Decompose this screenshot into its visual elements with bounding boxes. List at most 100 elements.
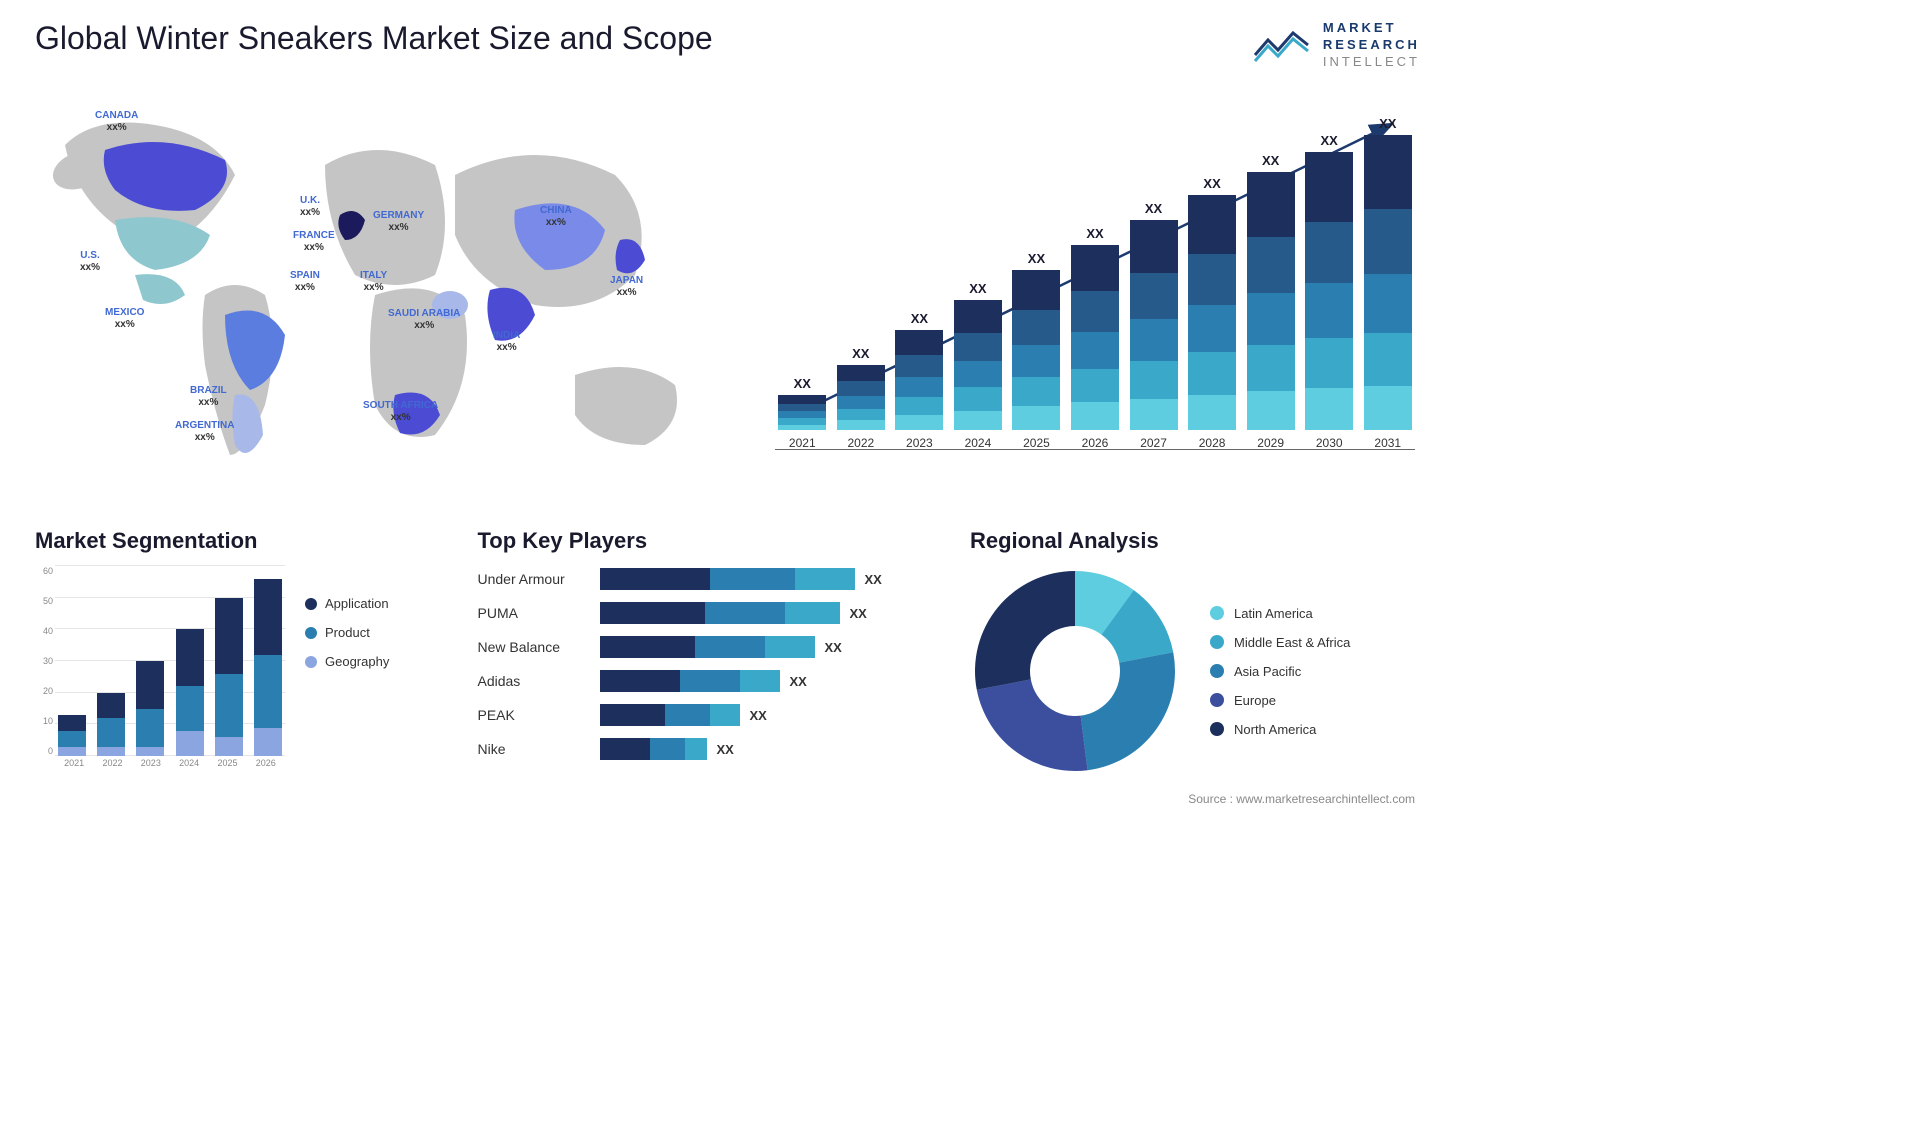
segmentation-y-tick: 60 <box>43 566 53 576</box>
growth-bar-segment <box>895 377 943 397</box>
segmentation-bar-segment <box>176 731 204 756</box>
segmentation-y-axis: 6050403020100 <box>35 566 53 756</box>
growth-bar-group: XX2023 <box>892 311 947 450</box>
player-bar-segment <box>600 738 650 760</box>
country-value: xx% <box>610 287 643 299</box>
country-value: xx% <box>300 207 320 219</box>
segmentation-bar-segment <box>215 598 243 674</box>
growth-year-label: 2031 <box>1374 436 1401 450</box>
country-value: xx% <box>363 412 438 424</box>
growth-bar-group: XX2031 <box>1360 116 1415 450</box>
segmentation-bar-segment <box>176 629 204 686</box>
growth-year-label: 2025 <box>1023 436 1050 450</box>
segmentation-title: Market Segmentation <box>35 528 425 554</box>
player-bar-segment <box>695 636 765 658</box>
growth-bar-segment <box>1012 270 1060 310</box>
country-name: SAUDI ARABIA <box>388 308 460 320</box>
players-title: Top Key Players <box>478 528 918 554</box>
country-value: xx% <box>190 397 227 409</box>
growth-bar-segment <box>1364 274 1412 333</box>
segmentation-x-labels: 202120222023202420252026 <box>55 758 285 776</box>
segmentation-bar <box>215 598 243 756</box>
world-map: CANADAxx%U.S.xx%MEXICOxx%BRAZILxx%ARGENT… <box>35 95 715 485</box>
country-value: xx% <box>290 282 320 294</box>
growth-bar-segment <box>1188 352 1236 394</box>
growth-bar-segment <box>1130 361 1178 399</box>
player-bar-segment <box>785 602 840 624</box>
growth-bar-segment <box>954 411 1002 431</box>
player-bar-segment <box>600 636 695 658</box>
growth-bar-segment <box>895 397 943 415</box>
segmentation-bar-segment <box>136 747 164 757</box>
growth-bar-segment <box>837 381 885 395</box>
legend-label: North America <box>1234 722 1316 737</box>
legend-label: Application <box>325 596 389 611</box>
growth-bar <box>837 365 885 430</box>
growth-bar-segment <box>1247 293 1295 345</box>
growth-bar-segment <box>1305 222 1353 283</box>
growth-bar-segment <box>1247 391 1295 430</box>
growth-bar-value: XX <box>794 376 811 391</box>
segmentation-bar-segment <box>58 731 86 747</box>
player-name: Adidas <box>478 673 588 689</box>
player-bar-segment <box>650 738 685 760</box>
segmentation-legend-item: Product <box>305 625 389 640</box>
legend-label: Europe <box>1234 693 1276 708</box>
logo-line1: MARKET <box>1323 20 1420 37</box>
player-bar-segment <box>710 704 740 726</box>
growth-bar <box>1071 245 1119 430</box>
growth-bar-segment <box>1305 388 1353 430</box>
growth-bar-segment <box>1071 369 1119 402</box>
country-value: xx% <box>95 122 138 134</box>
player-bar-segment <box>600 704 665 726</box>
logo-text: MARKET RESEARCH INTELLECT <box>1323 20 1420 71</box>
growth-bar-segment <box>1130 399 1178 431</box>
growth-bar <box>895 330 943 430</box>
country-name: SOUTH AFRICA <box>363 400 438 412</box>
player-bar-segment <box>600 670 680 692</box>
growth-bar-segment <box>1071 332 1119 369</box>
player-value: XX <box>717 742 734 757</box>
segmentation-bar-segment <box>97 747 125 757</box>
growth-bar <box>1305 152 1353 430</box>
segmentation-legend-item: Application <box>305 596 389 611</box>
segmentation-y-tick: 30 <box>43 656 53 666</box>
player-bar-wrap: XX <box>600 568 918 590</box>
growth-bar-segment <box>954 361 1002 387</box>
regional-legend-item: Middle East & Africa <box>1210 635 1350 650</box>
growth-bar-value: XX <box>852 346 869 361</box>
legend-label: Latin America <box>1234 606 1313 621</box>
country-name: FRANCE <box>293 230 335 242</box>
growth-bar-value: XX <box>969 281 986 296</box>
country-name: GERMANY <box>373 210 424 222</box>
segmentation-legend-item: Geography <box>305 654 389 669</box>
segmentation-bar <box>136 661 164 756</box>
page-title: Global Winter Sneakers Market Size and S… <box>35 20 713 57</box>
growth-bar-segment <box>1012 310 1060 345</box>
player-bar <box>600 602 840 624</box>
growth-bar-segment <box>837 420 885 430</box>
country-value: xx% <box>80 262 100 274</box>
donut-slice <box>975 571 1075 690</box>
country-name: U.S. <box>80 250 100 262</box>
logo-line2: RESEARCH <box>1323 37 1420 54</box>
country-name: SPAIN <box>290 270 320 282</box>
player-value: XX <box>750 708 767 723</box>
growth-bar-group: XX2022 <box>834 346 889 450</box>
country-label: SPAINxx% <box>290 270 320 294</box>
growth-year-label: 2029 <box>1257 436 1284 450</box>
player-bar-wrap: XX <box>600 738 918 760</box>
player-bar <box>600 670 780 692</box>
growth-bar-group: XX2021 <box>775 376 830 450</box>
segmentation-bar-segment <box>58 747 86 757</box>
country-label: U.K.xx% <box>300 195 320 219</box>
growth-bar-segment <box>1130 273 1178 319</box>
growth-bar-segment <box>954 333 1002 362</box>
regional-legend-item: Europe <box>1210 693 1350 708</box>
growth-bar-segment <box>1188 254 1236 306</box>
country-label: ARGENTINAxx% <box>175 420 234 444</box>
segmentation-x-label: 2021 <box>64 758 84 776</box>
player-name: Nike <box>478 741 588 757</box>
player-bar-segment <box>740 670 780 692</box>
growth-bar-segment <box>1247 237 1295 294</box>
